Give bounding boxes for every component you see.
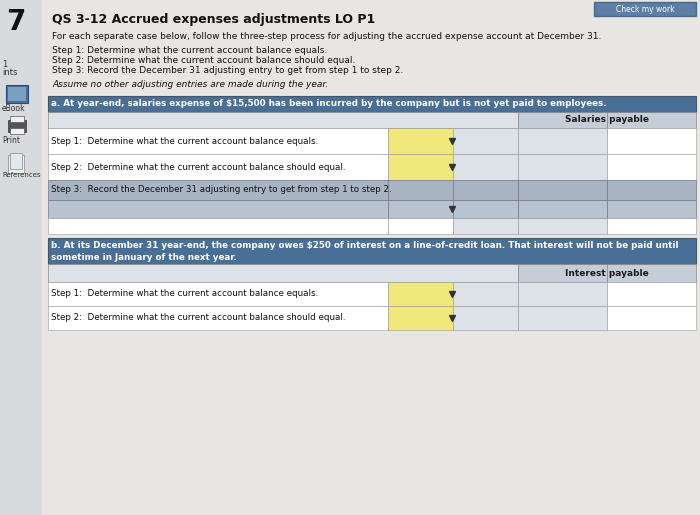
Bar	[0, 0, 42, 515]
Text: QS 3-12 Accrued expenses adjustments LO P1: QS 3-12 Accrued expenses adjustments LO …	[52, 13, 375, 26]
Bar	[388, 200, 453, 218]
Bar	[48, 200, 388, 218]
Text: For each separate case below, follow the three-step process for adjusting the ac: For each separate case below, follow the…	[52, 32, 601, 41]
Bar	[48, 264, 518, 282]
Bar	[607, 264, 696, 282]
Text: 7: 7	[6, 8, 25, 36]
Text: Step 1:  Determine what the current account balance equals.: Step 1: Determine what the current accou…	[51, 136, 318, 146]
Bar	[453, 180, 518, 200]
Bar	[48, 238, 696, 264]
Bar	[388, 180, 453, 200]
Text: Step 2:  Determine what the current account balance should equal.: Step 2: Determine what the current accou…	[51, 163, 346, 171]
Text: eBook: eBook	[2, 104, 25, 113]
Bar	[607, 306, 696, 330]
Text: b. At its December 31 year-end, the company owes $250 of interest on a line-of-c: b. At its December 31 year-end, the comp…	[51, 242, 678, 250]
Bar	[48, 154, 388, 180]
Bar	[8, 120, 26, 132]
Bar	[607, 180, 696, 200]
Bar	[48, 180, 388, 200]
Bar	[607, 218, 696, 234]
Bar	[48, 218, 388, 234]
Bar	[388, 306, 453, 330]
Bar	[607, 282, 696, 306]
Bar	[518, 282, 607, 306]
Bar	[388, 282, 453, 306]
Bar	[607, 200, 696, 218]
Bar	[48, 282, 388, 306]
Text: ints: ints	[2, 68, 18, 77]
Bar	[453, 128, 518, 154]
Text: Salaries payable: Salaries payable	[565, 115, 649, 125]
Bar	[607, 154, 696, 180]
Bar	[453, 154, 518, 180]
Bar	[453, 218, 518, 234]
Bar	[518, 264, 607, 282]
Bar	[518, 128, 607, 154]
Bar	[8, 87, 26, 101]
Bar	[388, 128, 453, 154]
Bar	[518, 306, 607, 330]
Bar	[8, 155, 24, 173]
Text: Step 2:  Determine what the current account balance should equal.: Step 2: Determine what the current accou…	[51, 314, 346, 322]
Bar	[388, 154, 453, 180]
Text: References: References	[2, 172, 41, 178]
Text: Interest payable: Interest payable	[565, 268, 649, 278]
Bar	[607, 128, 696, 154]
Text: Step 1:  Determine what the current account balance equals.: Step 1: Determine what the current accou…	[51, 289, 318, 299]
Bar	[10, 116, 24, 122]
Bar	[607, 112, 696, 128]
Bar	[453, 200, 518, 218]
Bar	[518, 154, 607, 180]
Bar	[388, 218, 453, 234]
Bar	[6, 85, 28, 103]
Bar	[453, 282, 518, 306]
Bar	[10, 128, 24, 134]
Bar	[10, 153, 22, 169]
Bar	[518, 180, 607, 200]
Bar	[48, 128, 388, 154]
Text: Step 3:  Record the December 31 adjusting entry to get from step 1 to step 2.: Step 3: Record the December 31 adjusting…	[51, 185, 391, 195]
Text: 1: 1	[2, 60, 7, 69]
Text: sometime in January of the next year.: sometime in January of the next year.	[51, 252, 237, 262]
Bar	[453, 306, 518, 330]
Text: Step 2: Determine what the current account balance should equal.: Step 2: Determine what the current accou…	[52, 56, 356, 65]
Text: Step 3: Record the December 31 adjusting entry to get from step 1 to step 2.: Step 3: Record the December 31 adjusting…	[52, 66, 403, 75]
Text: a. At year-end, salaries expense of $15,500 has been incurred by the company but: a. At year-end, salaries expense of $15,…	[51, 99, 607, 109]
Bar	[48, 306, 388, 330]
Text: Assume no other adjusting entries are made during the year.: Assume no other adjusting entries are ma…	[52, 80, 328, 89]
Text: Print: Print	[2, 136, 20, 145]
Bar	[518, 218, 607, 234]
Text: Check my work: Check my work	[616, 5, 674, 13]
Bar	[594, 2, 696, 16]
Text: Step 1: Determine what the current account balance equals.: Step 1: Determine what the current accou…	[52, 46, 328, 55]
Bar	[518, 112, 607, 128]
Bar	[518, 200, 607, 218]
Bar	[48, 96, 696, 112]
Bar	[48, 112, 518, 128]
